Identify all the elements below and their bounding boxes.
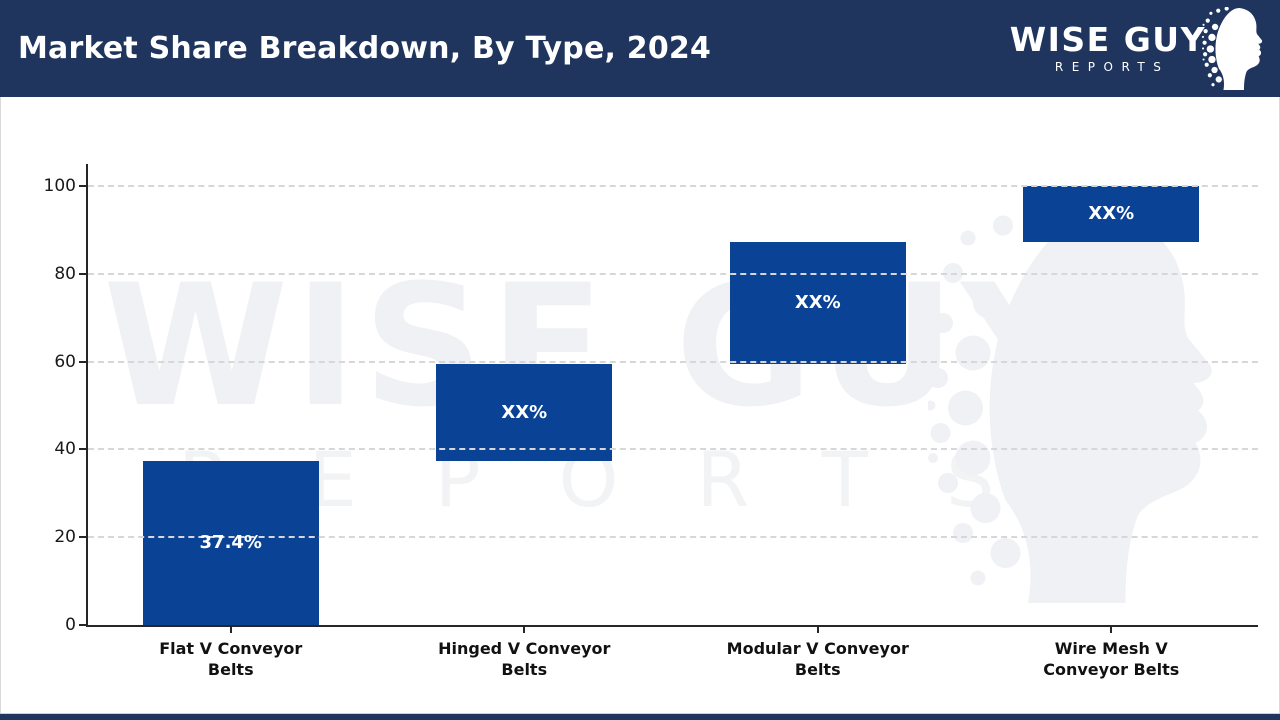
- x-axis-tick: [1110, 625, 1113, 633]
- y-axis-tick-label: 20: [54, 527, 76, 548]
- x-axis-category-label-line: Hinged V Conveyor: [438, 639, 611, 658]
- bar: [729, 241, 906, 365]
- grid-line: [88, 448, 1258, 451]
- bar: [142, 460, 319, 625]
- bar: [1023, 186, 1200, 242]
- wiseguy-head-icon: [1202, 7, 1266, 91]
- logo-wordmark: WISE GUY: [1009, 20, 1206, 59]
- x-axis-tick: [816, 625, 819, 633]
- grid-line: [88, 185, 1258, 187]
- grid-line: [88, 360, 1258, 363]
- y-axis-tick: [79, 272, 87, 275]
- x-axis-category-label-line: Modular V Conveyor: [726, 639, 909, 658]
- y-axis-tick-label: 60: [54, 351, 76, 372]
- page-title: Market Share Breakdown, By Type, 2024: [18, 31, 712, 66]
- bar-value-label: XX%: [1088, 202, 1135, 224]
- page-border-left: [0, 97, 1, 713]
- bar-value-label: 37.4%: [199, 531, 262, 553]
- bar-value-label: XX%: [501, 401, 548, 423]
- x-axis-category-label: Hinged V Conveyor Belts: [409, 638, 639, 680]
- y-axis-tick: [79, 360, 87, 363]
- x-axis-tick: [523, 625, 526, 633]
- x-axis-category-label-line: Conveyor Belts: [1043, 660, 1180, 679]
- footer-bar: [0, 714, 1280, 720]
- bar-value-label: XX%: [794, 291, 841, 313]
- x-axis-category-label-line: Belts: [794, 660, 841, 679]
- x-axis-category-label: Wire Mesh V Conveyor Belts: [996, 638, 1226, 680]
- y-axis-tick-label: 80: [54, 263, 76, 284]
- grid-line: [88, 272, 1258, 275]
- page-border-bottom: [0, 713, 1280, 714]
- y-axis-spine: [86, 164, 88, 627]
- logo-subtitle: REPORTS: [1054, 60, 1170, 74]
- y-axis-tick-label: 40: [54, 439, 76, 460]
- x-axis-category-label: Modular V Conveyor Belts: [703, 638, 933, 680]
- x-axis-tick: [229, 625, 232, 633]
- logo-text: WISE GUY REPORTS: [1010, 23, 1206, 74]
- grid-line: [88, 536, 1258, 539]
- x-axis-category-label-line: Belts: [501, 660, 548, 679]
- y-axis-tick: [79, 536, 87, 539]
- bar: [436, 364, 613, 461]
- x-axis-category-label-line: Belts: [207, 660, 254, 679]
- x-axis-category-label: Flat V Conveyor Belts: [116, 638, 346, 680]
- watermark-head-icon: [928, 208, 1228, 608]
- y-axis-tick: [79, 448, 87, 451]
- x-axis-spine: [86, 625, 1258, 627]
- y-axis-tick-label: 0: [65, 615, 76, 635]
- header: Market Share Breakdown, By Type, 2024 WI…: [0, 0, 1280, 97]
- y-axis-tick: [79, 624, 87, 626]
- wiseguy-logo: WISE GUY REPORTS: [1010, 7, 1266, 91]
- x-axis-category-label-line: Flat V Conveyor: [159, 639, 303, 658]
- y-axis-tick: [79, 185, 87, 187]
- y-axis-tick-label: 100: [43, 176, 76, 196]
- x-axis-category-label-line: Wire Mesh V: [1054, 639, 1168, 658]
